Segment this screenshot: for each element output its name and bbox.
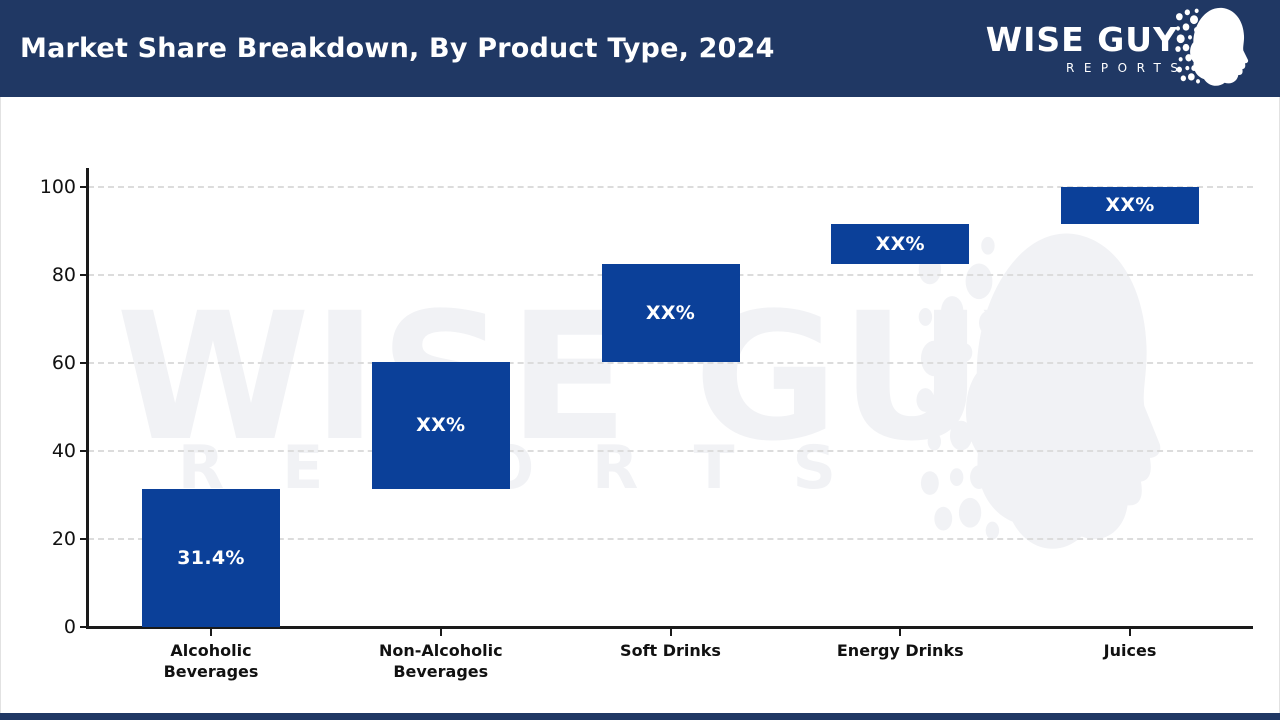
category-label-line: Beverages	[393, 662, 489, 681]
ytick-label-60: 60	[51, 352, 76, 374]
xtick-mark-0	[210, 628, 212, 636]
x-axis-line	[86, 626, 1253, 629]
ytick-mark-40	[80, 450, 88, 452]
ytick-mark-60	[80, 362, 88, 364]
page-title: Market Share Breakdown, By Product Type,…	[20, 33, 775, 64]
gridline-y-20	[88, 538, 1253, 540]
category-label-0: Alcoholic Beverages	[95, 640, 327, 682]
ytick-mark-0	[80, 626, 88, 628]
ytick-label-40: 40	[51, 440, 76, 462]
bar-alcoholic-beverages: 31.4%	[142, 488, 280, 627]
bar-soft-drinks: XX%	[601, 264, 740, 363]
y-axis-line	[86, 168, 89, 628]
logo-text: WISE GUY REPORTS	[986, 23, 1178, 75]
bar-value-label: XX%	[875, 232, 925, 255]
bar-value-label: XX%	[1105, 194, 1155, 217]
wiseguy-logo: WISE GUY REPORTS	[986, 5, 1254, 93]
bar-energy-drinks: XX%	[831, 223, 970, 264]
bar-juices: XX%	[1061, 187, 1199, 224]
category-label-2: Soft Drinks	[555, 640, 787, 661]
category-label-line: Energy Drinks	[836, 641, 964, 660]
ytick-mark-80	[80, 274, 88, 276]
category-label-line: Non-Alcoholic	[378, 641, 503, 660]
category-label-line: Beverages	[163, 662, 259, 681]
logo-wordmark: WISE GUY	[985, 19, 1178, 59]
footer-bar	[0, 713, 1280, 720]
bar-non-alcoholic-beverages: XX%	[371, 362, 510, 489]
category-label-line: Soft Drinks	[620, 641, 721, 660]
bar-value-label: XX%	[645, 302, 696, 325]
gridline-y-100	[88, 186, 1253, 188]
header-bar: Market Share Breakdown, By Product Type,…	[0, 0, 1280, 97]
ytick-mark-20	[80, 538, 88, 540]
category-label-3: Energy Drinks	[784, 640, 1016, 661]
xtick-mark-1	[439, 628, 442, 636]
gridline-y-60	[88, 362, 1253, 364]
category-label-line: Juices	[1103, 641, 1157, 660]
ytick-label-100: 100	[39, 176, 76, 198]
bar-value-label: XX%	[416, 414, 466, 437]
ytick-label-80: 80	[51, 264, 76, 286]
ytick-label-20: 20	[51, 528, 76, 550]
gridline-y-40	[88, 450, 1253, 452]
category-label-line: Alcoholic	[170, 641, 252, 660]
category-label-1: Non-Alcoholic Beverages	[325, 640, 557, 682]
ytick-mark-100	[80, 186, 88, 188]
category-label-4: Juices	[1014, 640, 1246, 661]
bar-value-label: 31.4%	[177, 546, 245, 569]
xtick-mark-2	[669, 628, 672, 636]
logo-subtitle: REPORTS	[1065, 60, 1188, 75]
xtick-mark-3	[899, 628, 902, 636]
xtick-mark-4	[1129, 628, 1131, 636]
ytick-label-0: 0	[63, 616, 76, 638]
